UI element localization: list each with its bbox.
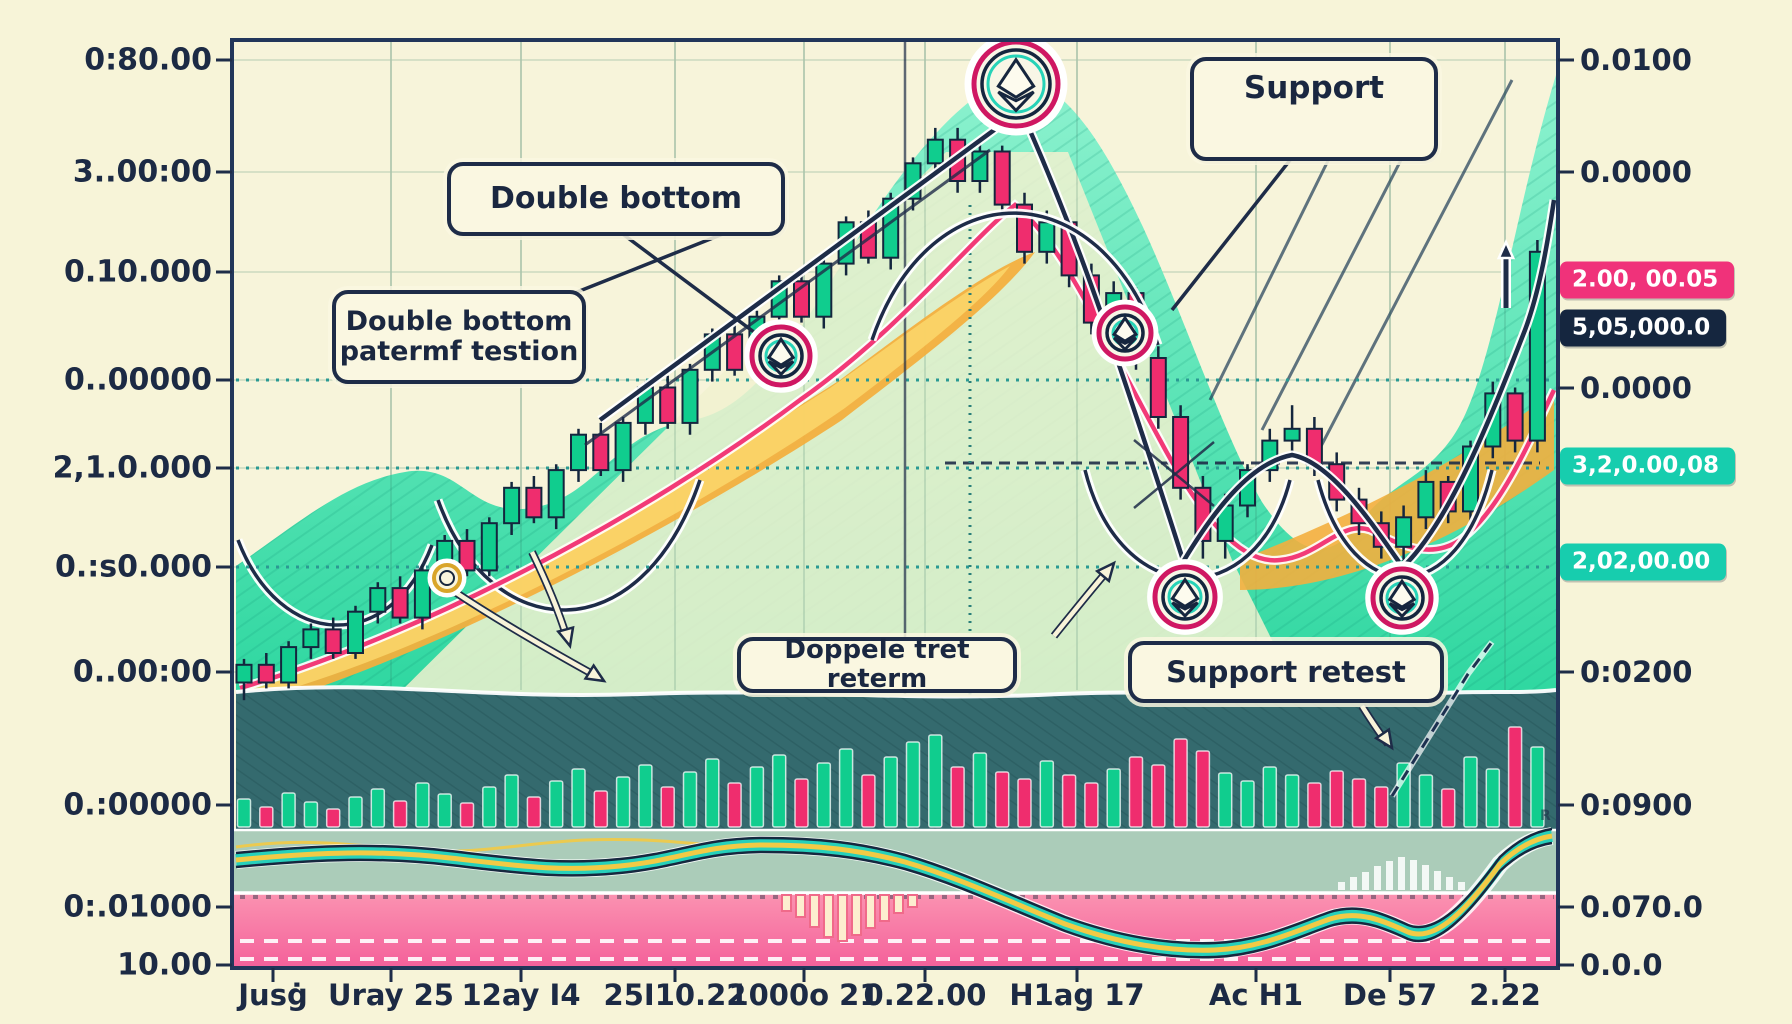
y-axis-tick-label-left: 2,1.0.000	[52, 450, 212, 486]
x-axis-tick-label: Ac H1	[1208, 978, 1304, 1012]
y-axis-tick-label-right: 0.0000	[1580, 155, 1692, 189]
support-label: Support	[1243, 70, 1385, 106]
price-badge: 2.00, 00.05	[1560, 261, 1735, 299]
price-badge: 3,2,0.00,08	[1560, 447, 1735, 485]
y-axis-tick-label-right: 0.0100	[1580, 43, 1692, 77]
price-badge: 5,05,000.0	[1560, 309, 1727, 347]
support-retest-label: Support retest	[1166, 654, 1406, 689]
doppele-label: Doppele tret reterm	[784, 634, 970, 694]
y-axis-tick-label-left: 3..00:00	[72, 154, 212, 190]
y-axis-tick-label-right: 0:0900	[1580, 788, 1693, 822]
support-retest-callout: Support retest	[1128, 641, 1444, 703]
double-bottom-label: Double bottom	[489, 181, 743, 217]
support-callout: Support	[1190, 57, 1438, 161]
stray-glyph: R	[1540, 808, 1551, 824]
y-axis-tick-label-left: 10.00	[117, 947, 212, 983]
price-badge: 2,02,00.00	[1560, 543, 1727, 581]
x-axis-tick-label: Uray 25	[328, 978, 454, 1012]
y-axis-tick-label-left: 0.10.000	[63, 254, 212, 290]
x-axis-tick-label: H1ag 17	[1009, 978, 1145, 1012]
y-axis-tick-label-right: 0.0.0	[1580, 948, 1663, 982]
pattern-label-line1: Double bottom	[345, 305, 573, 337]
x-axis-tick-label: 12ay I4	[461, 978, 581, 1012]
y-axis-tick-label-left: 0.:00000	[63, 787, 212, 823]
y-axis-tick-label-left: 0:.01000	[63, 889, 212, 925]
x-axis-tick-label: De 57	[1342, 978, 1438, 1012]
x-axis-tick-label: 1000o 21	[728, 978, 880, 1012]
doppele-callout: Doppele tret reterm	[737, 634, 1017, 694]
x-axis-tick-label: 2.22	[1469, 978, 1541, 1012]
y-axis-tick-label-left: 0:80.00	[84, 42, 212, 78]
pattern-label-line2: patermf testion	[339, 336, 579, 367]
x-axis-tick-label: Jusġ	[238, 978, 308, 1012]
y-axis-tick-label-right: 0.070.0	[1580, 890, 1703, 924]
y-axis-tick-label-right: 0:0200	[1580, 655, 1693, 689]
x-axis-tick-label: 25I10.22	[603, 978, 747, 1012]
y-axis-tick-label-left: 0..00:00	[72, 654, 212, 690]
x-axis-tick-label: 0.22.00	[863, 978, 987, 1012]
double-bottom-pattern-callout: Double bottom patermf testion	[332, 290, 586, 384]
y-axis-tick-label-left: 0..00000	[63, 362, 212, 398]
double-bottom-callout: Double bottom	[447, 162, 785, 236]
y-axis-tick-label-left: 0.:s0.000	[54, 549, 212, 585]
y-axis-tick-label-right: 0.0000	[1580, 371, 1692, 405]
